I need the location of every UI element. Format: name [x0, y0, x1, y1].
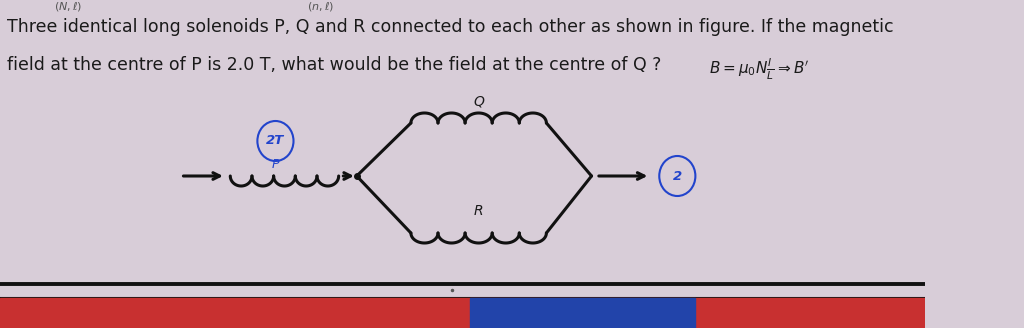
Text: $\mathit{B} = \mu_0 \mathit{N} \frac{\mathit{I}}{\mathit{L}} \Rightarrow \mathit: $\mathit{B} = \mu_0 \mathit{N} \frac{\ma… [709, 56, 809, 82]
Text: $(n,\ell)$: $(n,\ell)$ [307, 0, 334, 13]
Text: R: R [474, 204, 483, 218]
Text: 2: 2 [673, 170, 682, 182]
Bar [470, 298, 695, 328]
Text: P: P [271, 157, 280, 171]
Bar [0, 298, 925, 328]
Text: 2T: 2T [266, 133, 285, 147]
Text: Q: Q [473, 94, 484, 108]
Text: $(N,\ell)$: $(N,\ell)$ [54, 0, 83, 13]
Text: field at the centre of P is 2.0 T, what would be the field at the centre of Q ?: field at the centre of P is 2.0 T, what … [7, 56, 662, 74]
Text: Three identical long solenoids P, Q and R connected to each other as shown in fi: Three identical long solenoids P, Q and … [7, 18, 894, 36]
